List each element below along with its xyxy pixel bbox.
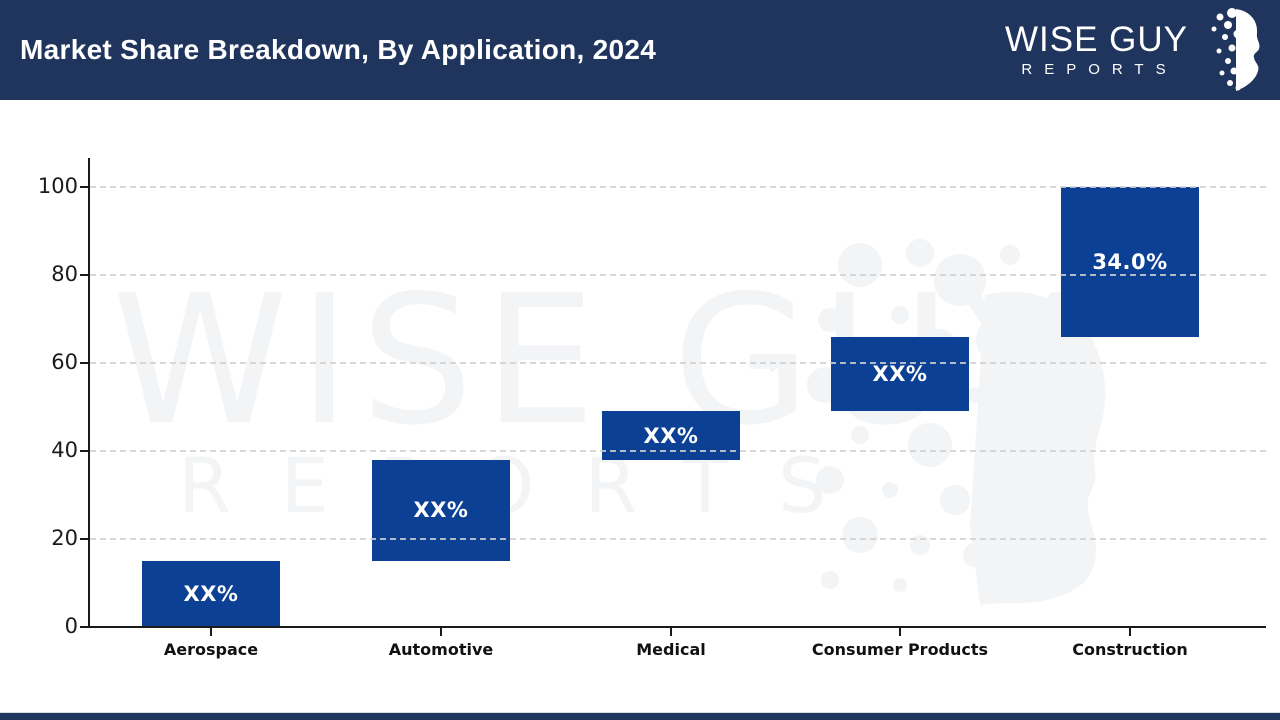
gridline-y-40 xyxy=(90,450,1266,452)
y-tick-label-0: 0 xyxy=(64,614,78,638)
x-tick-mark-3 xyxy=(670,628,672,636)
y-tick-mark-40 xyxy=(80,450,89,452)
y-tick-label-40: 40 xyxy=(51,438,78,462)
bar-aerospace: XX% xyxy=(142,561,280,627)
y-tick-mark-0 xyxy=(80,626,89,628)
x-category-label-aerospace: Aerospace xyxy=(163,640,259,659)
bar-construction: 34.0% xyxy=(1061,187,1199,337)
bar-automotive: XX% xyxy=(372,459,510,561)
bar-value-label: XX% xyxy=(183,582,239,606)
y-tick-label-100: 100 xyxy=(37,174,78,198)
y-tick-label-20: 20 xyxy=(51,526,78,550)
brand-logo-subtitle: REPORTS xyxy=(1021,60,1178,78)
y-tick-mark-60 xyxy=(80,362,89,364)
y-tick-label-80: 80 xyxy=(51,262,78,286)
x-category-label-automotive: Automotive xyxy=(388,640,494,659)
y-axis-line xyxy=(88,158,90,628)
bar-value-label: 34.0% xyxy=(1092,249,1168,274)
x-tick-mark-2 xyxy=(440,628,442,636)
y-tick-mark-20 xyxy=(80,538,89,540)
x-axis-line xyxy=(88,626,1266,628)
footer-bar xyxy=(0,712,1280,720)
bar-medical: XX% xyxy=(602,411,740,460)
x-tick-mark-4 xyxy=(899,628,901,636)
gridline-y-80 xyxy=(90,274,1266,276)
x-category-label-construction: Construction xyxy=(1072,640,1188,659)
gridline-y-100 xyxy=(90,186,1266,188)
face-profile-icon xyxy=(1211,8,1260,91)
brand-logo-name: WISE GUY xyxy=(1004,20,1188,60)
x-tick-mark-1 xyxy=(210,628,212,636)
page-title: Market Share Breakdown, By Application, … xyxy=(20,34,657,65)
bar-consumer-products: XX% xyxy=(831,336,969,412)
header-bar: Market Share Breakdown, By Application, … xyxy=(0,0,1280,100)
brand-logo-text: WISE GUY REPORTS xyxy=(1004,20,1188,78)
brand-logo: WISE GUY REPORTS xyxy=(1005,6,1266,94)
bar-value-label: XX% xyxy=(872,361,928,386)
x-category-label-consumer-products: Consumer Products xyxy=(811,640,989,659)
bar-value-label: XX% xyxy=(413,498,469,523)
y-tick-label-60: 60 xyxy=(51,350,78,374)
bar-value-label: XX% xyxy=(643,423,699,448)
gridline-y-60 xyxy=(90,362,1266,364)
y-tick-mark-100 xyxy=(80,186,89,188)
y-tick-mark-80 xyxy=(80,274,89,276)
x-tick-mark-5 xyxy=(1129,628,1131,636)
gridline-y-20 xyxy=(90,538,1266,540)
x-category-label-medical: Medical xyxy=(636,640,706,659)
